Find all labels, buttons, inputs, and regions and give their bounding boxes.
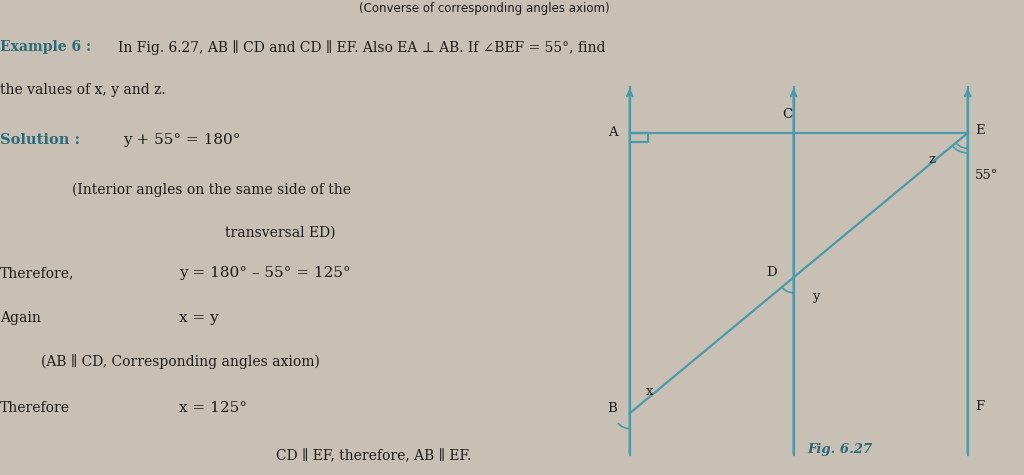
Text: x: x	[646, 385, 653, 399]
Text: x = 125°: x = 125°	[179, 401, 247, 415]
Text: B: B	[607, 402, 617, 415]
Text: Fig. 6.27: Fig. 6.27	[807, 443, 872, 456]
Text: CD ∥ EF, therefore, AB ∥ EF.: CD ∥ EF, therefore, AB ∥ EF.	[276, 449, 472, 463]
Text: z: z	[929, 152, 935, 166]
Text: y: y	[812, 290, 819, 303]
Text: In Fig. 6.27, AB ∥ CD and CD ∥ EF. Also EA ⊥ AB. If ∠BEF = 55°, find: In Fig. 6.27, AB ∥ CD and CD ∥ EF. Also …	[118, 40, 605, 55]
Text: Solution :: Solution :	[0, 133, 85, 147]
Text: Therefore,: Therefore,	[0, 266, 75, 280]
Text: D: D	[767, 266, 777, 279]
Text: E: E	[975, 124, 984, 137]
Text: (Converse of corresponding angles axiom): (Converse of corresponding angles axiom)	[358, 2, 609, 15]
Text: y + 55° = 180°: y + 55° = 180°	[123, 133, 241, 147]
Text: A: A	[608, 125, 617, 139]
Text: Again: Again	[0, 311, 41, 325]
Text: (AB ∥ CD, Corresponding angles axiom): (AB ∥ CD, Corresponding angles axiom)	[41, 354, 319, 369]
Text: (Interior angles on the same side of the: (Interior angles on the same side of the	[72, 183, 350, 197]
Text: F: F	[975, 399, 984, 413]
Text: 55°: 55°	[975, 169, 998, 182]
Text: the values of x, y and z.: the values of x, y and z.	[0, 83, 166, 97]
Text: Therefore: Therefore	[0, 401, 70, 415]
Text: y = 180° – 55° = 125°: y = 180° – 55° = 125°	[179, 266, 351, 280]
Text: C: C	[782, 108, 793, 121]
Text: Example 6 :: Example 6 :	[0, 40, 96, 54]
Text: x = y: x = y	[179, 311, 219, 325]
Text: transversal ED): transversal ED)	[225, 226, 336, 239]
